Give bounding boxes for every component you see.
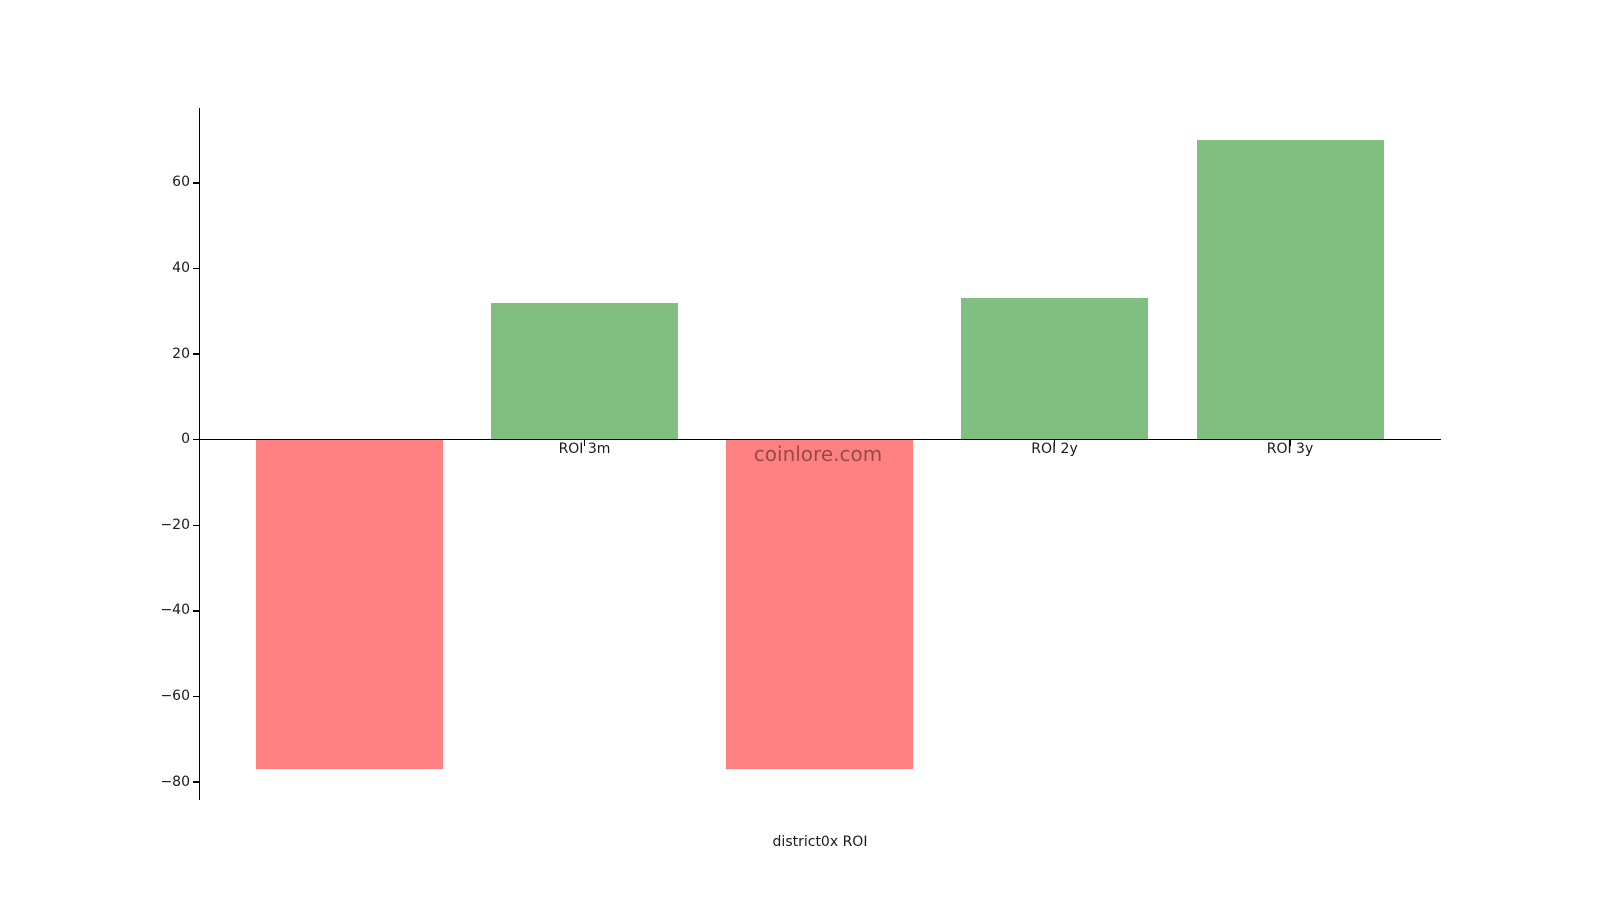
- y-tick-mark: [192, 524, 199, 527]
- watermark-text: coinlore.com: [753, 442, 883, 466]
- y-axis-line: [198, 108, 200, 800]
- y-tick-mark: [192, 695, 199, 698]
- y-tick-mark: [192, 610, 199, 612]
- y-tick-label: −40: [160, 602, 190, 619]
- y-tick-label: −20: [160, 516, 190, 533]
- x-tick-label: ROI 3y: [1266, 441, 1314, 457]
- bar: [961, 298, 1148, 440]
- x-axis-line: [199, 438, 1441, 441]
- y-tick-label: 60: [172, 174, 190, 191]
- x-axis-title: district0x ROI: [772, 834, 868, 850]
- y-tick-mark: [192, 353, 199, 355]
- x-tick-mark: [1053, 439, 1056, 446]
- x-tick-mark: [583, 439, 586, 446]
- y-tick-mark: [192, 267, 199, 270]
- x-tick-mark: [1289, 439, 1291, 446]
- x-tick-label: ROI 3m: [558, 441, 611, 457]
- y-tick-label: 40: [172, 260, 190, 276]
- y-tick-label: 20: [172, 345, 190, 362]
- y-tick-mark: [192, 438, 199, 441]
- bar: [725, 439, 913, 770]
- bar: [491, 302, 678, 440]
- y-tick-label: −60: [160, 688, 190, 704]
- y-tick-mark: [192, 182, 199, 184]
- bar: [256, 439, 443, 770]
- y-tick-mark: [192, 781, 199, 783]
- y-tick-label: −80: [160, 773, 190, 790]
- y-tick-label: 0: [181, 431, 190, 448]
- x-tick-label: ROI 2y: [1031, 441, 1078, 457]
- bar: [1196, 140, 1384, 440]
